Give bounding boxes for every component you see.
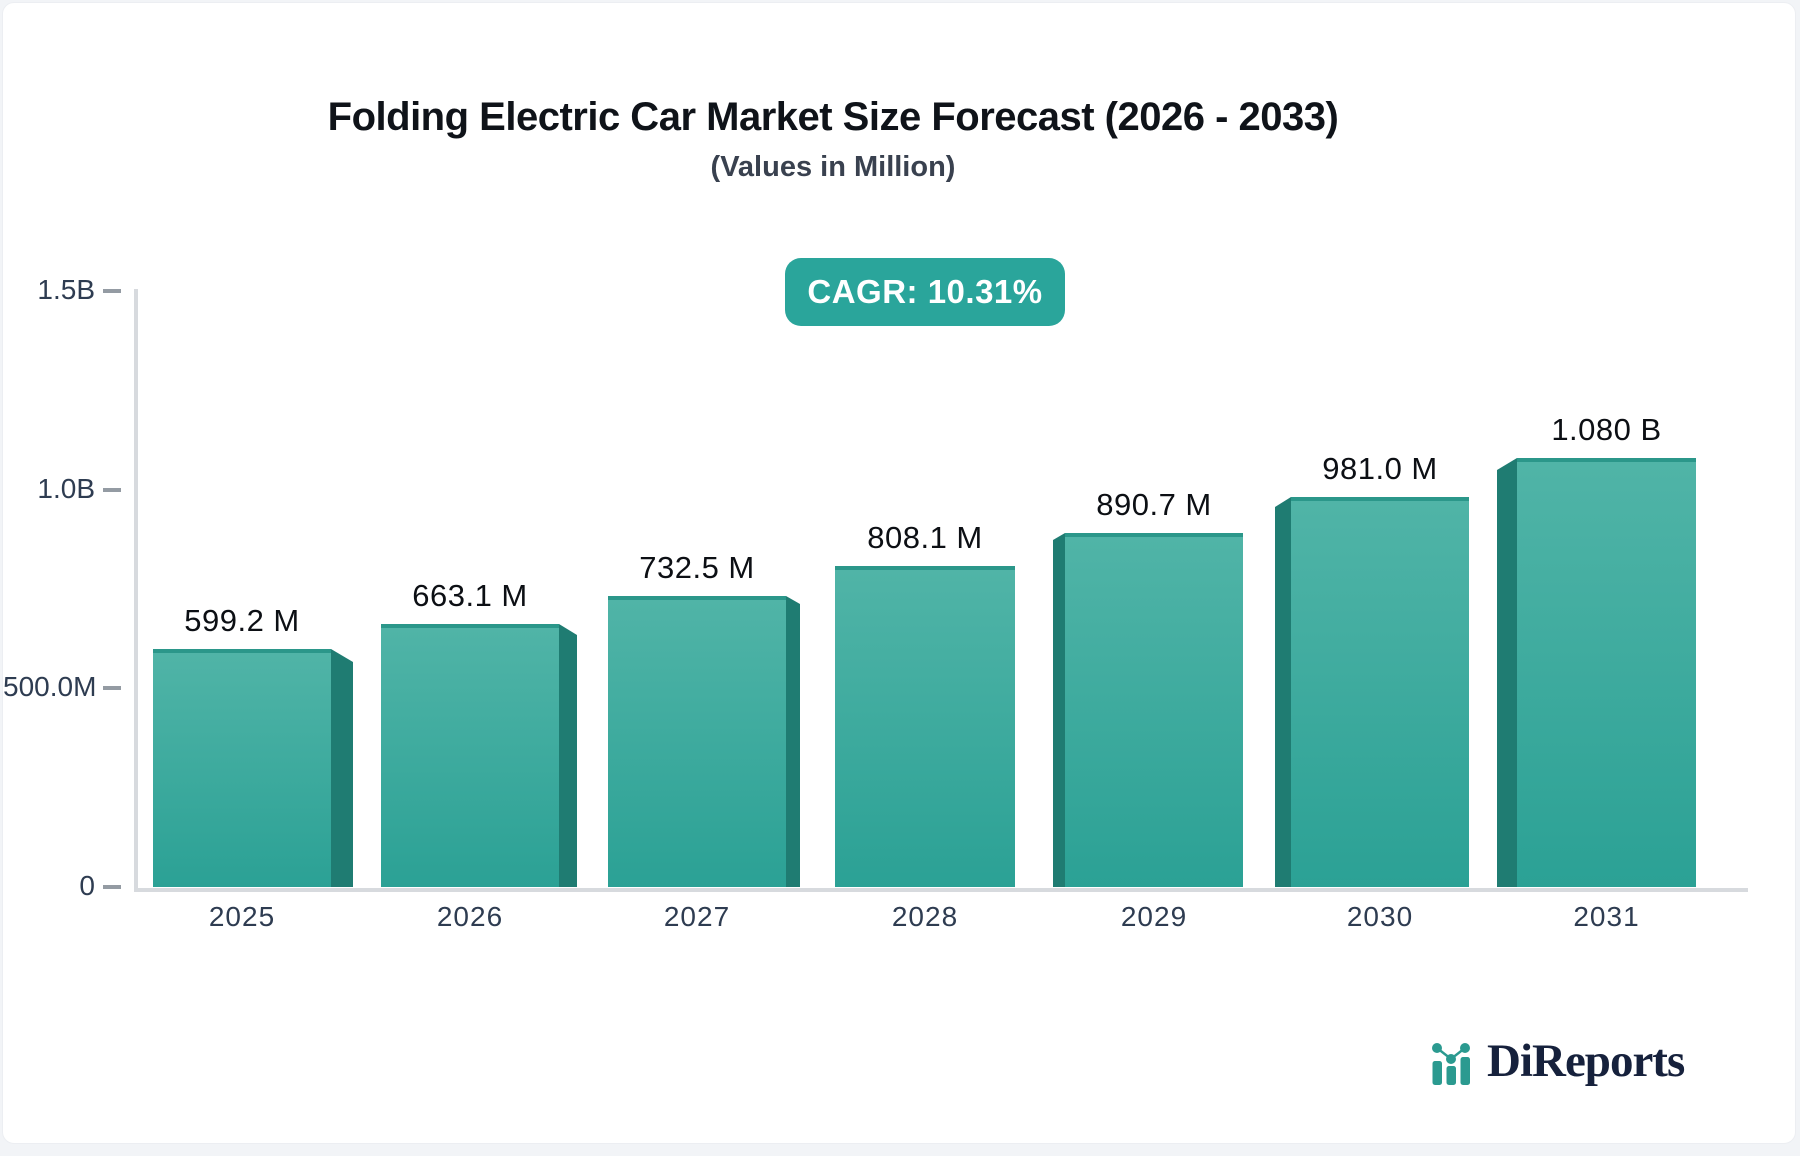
cagr-badge: CAGR: 10.31% [785,258,1065,326]
y-tick-label: 0 [79,870,95,901]
bar-value-label: 599.2 M [184,603,300,638]
x-tick-label: 2030 [1346,901,1414,932]
bar-value-label: 732.5 M [639,550,755,585]
bar-side-face [331,649,353,887]
bar [1065,533,1243,887]
bar-side-face [1053,533,1065,887]
logo: DiReports [1431,1029,1685,1093]
y-tick-label: 1.5B [37,274,95,305]
y-tick-mark [103,885,121,889]
chart-subtitle: (Values in Million) [710,151,956,183]
x-tick-label: 2027 [663,901,731,932]
bar [1517,458,1696,887]
bar-side-face [1497,458,1517,887]
x-tick-label: 2028 [891,901,959,932]
bar-chart-trend-icon [1432,1043,1470,1085]
y-tick-mark [103,686,121,690]
bar-side-face [1275,497,1291,887]
bar-value-label: 663.1 M [412,578,528,613]
y-tick-label: 1.0B [37,473,95,504]
y-tick-mark [103,488,121,492]
bar-value-label: 808.1 M [867,520,983,555]
y-tick-label: 500.0M [3,671,97,702]
x-tick-label: 2031 [1573,901,1640,932]
x-tick-label: 2025 [208,901,276,932]
bar-value-label: 1.080 B [1551,412,1662,447]
bar [1291,497,1469,887]
bar-side-face [559,624,577,887]
y-axis-line [134,289,138,892]
bar [153,649,331,887]
chart-area: 1.5B 1.0B 500.0M 0 599.2 M 2025 663.1 M 2026 73… [3,3,1795,1143]
logo-text: DiReports [1487,1035,1685,1087]
chart-title: Folding Electric Car Market Size Forecas… [327,95,1339,139]
bar-value-label: 981.0 M [1322,451,1438,486]
bar-value-label: 890.7 M [1096,487,1212,522]
x-tick-label: 2026 [436,901,504,932]
bar [835,566,1015,887]
bar-side-face [786,596,800,887]
bar [608,596,786,887]
bar [381,624,559,887]
x-tick-label: 2029 [1120,901,1188,932]
y-tick-mark [103,289,121,293]
x-axis-line [134,888,1748,892]
